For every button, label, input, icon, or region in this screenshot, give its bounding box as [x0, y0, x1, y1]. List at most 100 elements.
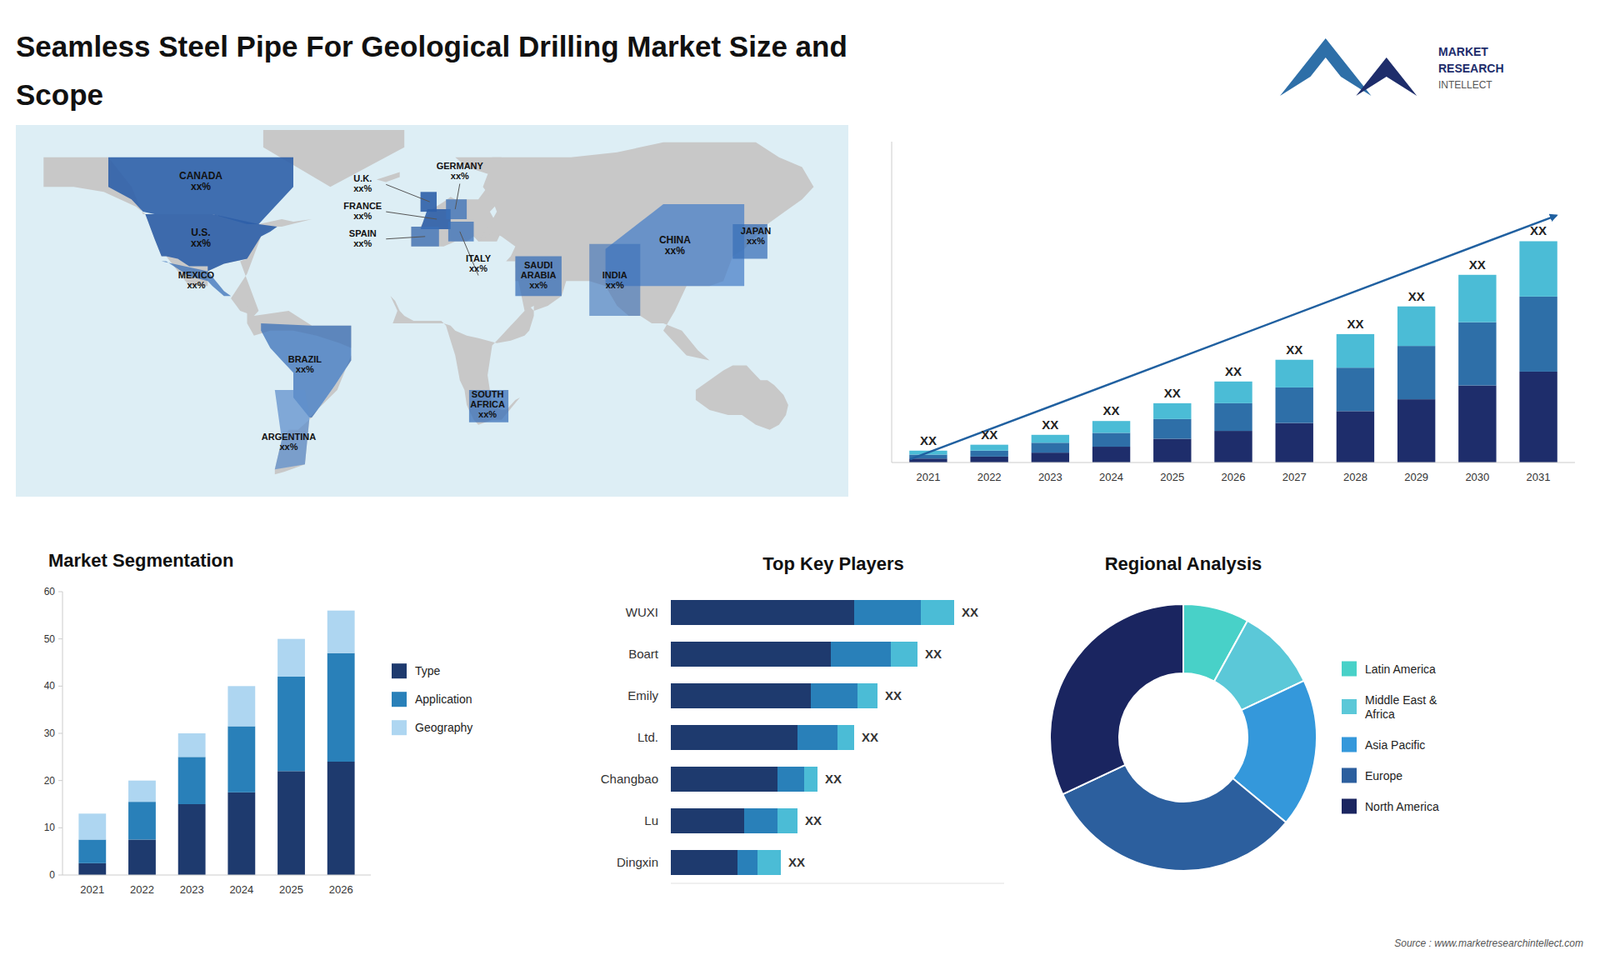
bar-segment [78, 840, 106, 864]
bar-segment [670, 641, 831, 667]
data-label: XX [825, 771, 842, 786]
y-tick-label: 20 [44, 775, 56, 787]
land-mass [695, 365, 789, 430]
bar-segment [178, 756, 206, 805]
y-tick-label-line: Boart [628, 646, 660, 661]
highlighted-country [448, 221, 475, 242]
x-tick-label: 2024 [229, 883, 254, 896]
country-label-line: xx% [450, 170, 470, 181]
logo-text: MARKET [1438, 45, 1489, 59]
bar-segment [837, 725, 855, 750]
y-tick-label: Ltd. [637, 730, 659, 745]
chart-title: Regional Analysis [1105, 553, 1263, 575]
bar-segment [1397, 306, 1435, 346]
data-label: XX [920, 433, 937, 448]
country-label: U.S.xx% [190, 226, 211, 250]
country-label-line: GERMANY [436, 160, 485, 171]
legend-label-line: Application [415, 692, 473, 706]
land-mass [376, 172, 400, 183]
x-tick-label: 2023 [180, 883, 205, 896]
data-label: XX [788, 855, 805, 870]
country-label-line: xx% [605, 280, 625, 290]
bar-segment [670, 808, 745, 834]
legend-swatch [391, 720, 407, 735]
x-tick-label: 2030 [1465, 470, 1490, 484]
country-label-line: xx% [529, 280, 548, 290]
y-tick-label: Lu [644, 813, 659, 828]
logo-text: INTELLECT [1438, 79, 1493, 91]
x-tick-label-line: 2022 [130, 883, 155, 896]
bar-segment [777, 808, 798, 834]
bar-segment [1519, 296, 1557, 372]
source-note-line: Source : www.marketresearchintellect.com [1394, 937, 1584, 950]
bar-segment [737, 850, 758, 875]
legend-label-line: Latin America [1365, 662, 1436, 676]
bar-segment [670, 600, 855, 625]
legend-label: Application [415, 692, 473, 706]
data-label-line: XX [805, 813, 822, 828]
logo-shape [1280, 38, 1372, 96]
y-tick-label-line: Changbao [600, 771, 659, 786]
bar-segment [78, 863, 106, 875]
x-axis-line [62, 875, 371, 876]
country-label-line: xx% [190, 180, 211, 193]
x-tick-label: 2027 [1282, 470, 1307, 484]
legend-swatch [1341, 799, 1357, 815]
country-label: GERMANYxx% [436, 160, 485, 181]
x-tick-label: 2026 [1221, 470, 1246, 484]
legend-swatch [1341, 737, 1357, 753]
bar-segment [909, 458, 947, 463]
x-tick-label-line: 2031 [1526, 470, 1551, 484]
country-label-line: SPAIN [349, 228, 377, 239]
x-tick-label: 2023 [1038, 470, 1063, 484]
data-label-line: XX [1469, 257, 1486, 272]
country-label-line: xx% [478, 409, 497, 420]
bar-segment [178, 804, 206, 875]
highlighted-country [589, 244, 640, 316]
x-tick-label-line: 2030 [1465, 470, 1490, 484]
data-label: XX [805, 813, 822, 828]
bar-segment [327, 610, 355, 654]
legend-swatch [1341, 699, 1357, 715]
y-tick-label-line: 10 [44, 821, 56, 834]
y-tick-mark [58, 827, 63, 829]
bar-segment [277, 676, 305, 771]
source-note: Source : www.marketresearchintellect.com [1394, 937, 1584, 950]
country-label-line: xx% [353, 238, 372, 249]
legend-label-line: Africa [1365, 707, 1395, 721]
bar-segment [327, 653, 355, 762]
y-tick-label: 50 [44, 633, 56, 645]
country-label-line: xx% [746, 235, 765, 246]
x-tick-label-line: 2021 [915, 470, 940, 484]
country-label-line: U.K. [353, 173, 372, 184]
data-label-line: XX [1285, 342, 1303, 357]
data-label: XX [1164, 385, 1181, 400]
highlighted-country [145, 214, 277, 271]
x-tick-label-line: 2021 [80, 883, 105, 896]
country-label-line: xx% [353, 183, 372, 194]
bar-segment [1092, 420, 1130, 433]
country-label: CHINAxx% [659, 234, 691, 257]
trend-arrow [910, 215, 1557, 460]
country-label: CANADAxx% [179, 170, 223, 193]
bar-segment [1031, 452, 1070, 463]
country-label: SPAINxx% [349, 228, 377, 249]
y-axis-line [891, 141, 893, 463]
y-tick-mark [58, 685, 63, 687]
bar-segment [1397, 399, 1435, 463]
legend-label-line: North America [1365, 800, 1440, 814]
bar-segment [1397, 345, 1435, 400]
bar-segment [1031, 442, 1070, 453]
bar-segment [1214, 403, 1252, 431]
donut-slice [1050, 604, 1184, 795]
data-label: XX [1103, 403, 1120, 418]
world-map [15, 125, 849, 497]
data-label-line: XX [925, 646, 942, 661]
country-label-line: INDIA [602, 270, 628, 280]
legend-label: Asia Pacific [1365, 738, 1425, 752]
bar-segment [890, 641, 918, 667]
plot-area [670, 600, 955, 875]
y-tick-label-line: Ltd. [637, 730, 659, 745]
x-tick-label: 2029 [1404, 470, 1429, 484]
country-label: ARGENTINAxx% [261, 430, 316, 451]
